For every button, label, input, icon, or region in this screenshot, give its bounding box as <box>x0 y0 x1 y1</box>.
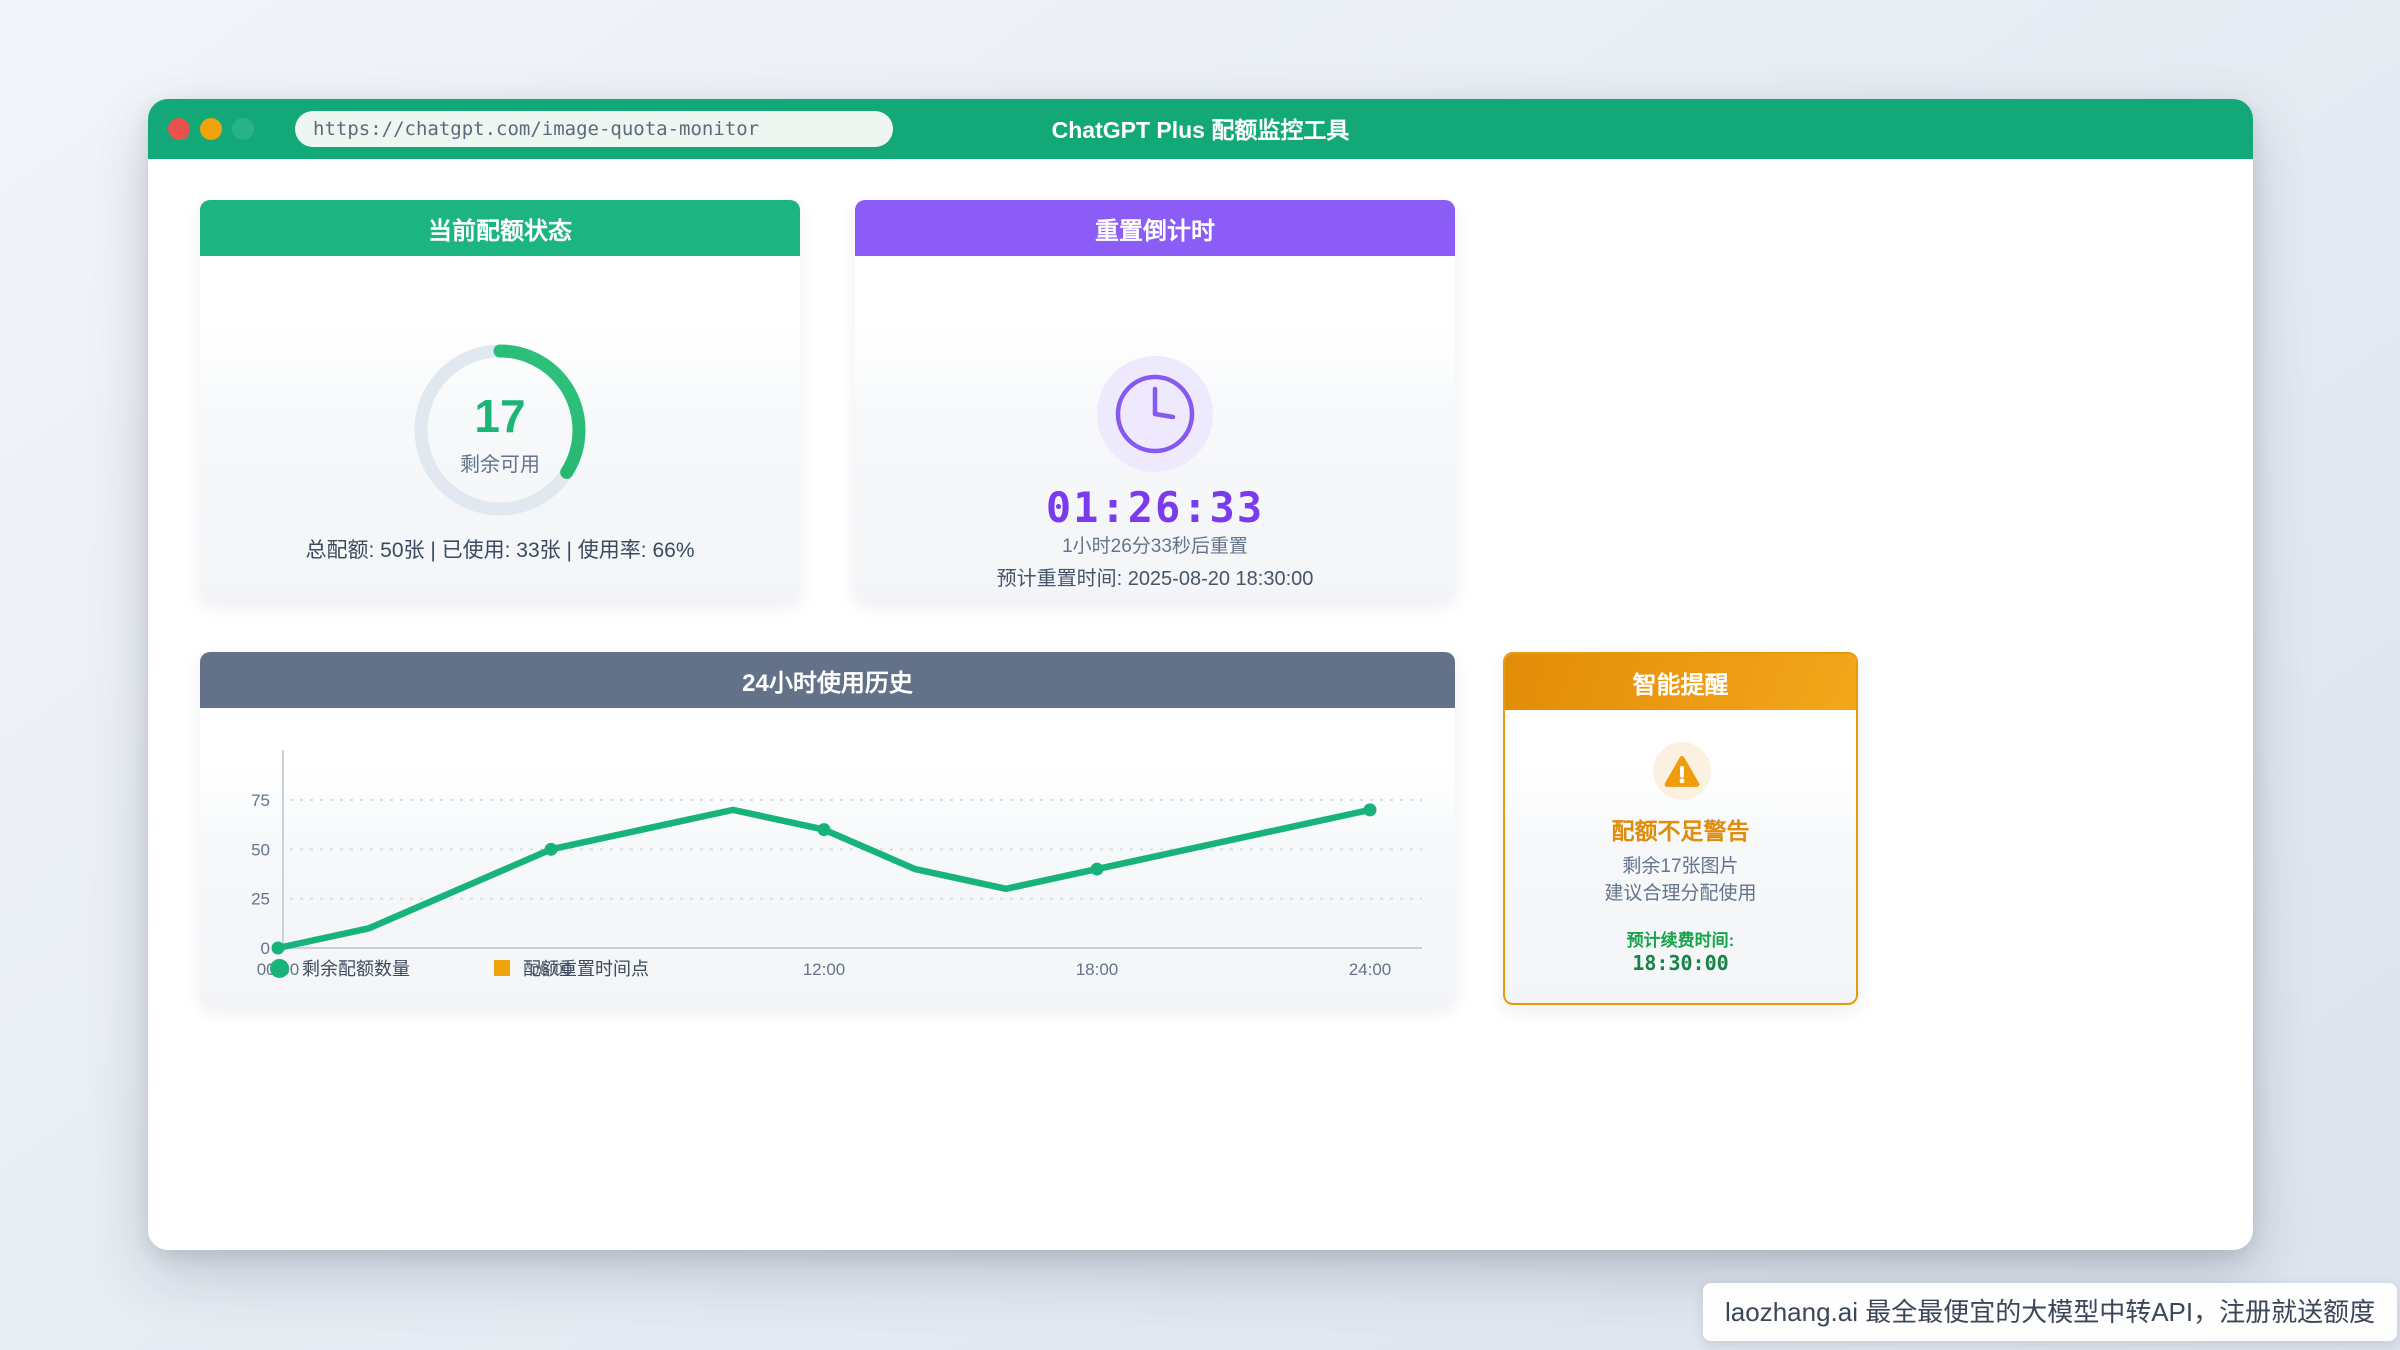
legend-item-remaining: 剩余配额数量 <box>270 955 410 981</box>
quota-stats-line: 总配额: 50张 | 已使用: 33张 | 使用率: 66% <box>305 539 695 562</box>
countdown-subtitle: 1小时26分33秒后重置 <box>1062 536 1248 557</box>
quota-ring-arc <box>414 344 586 516</box>
svg-text:25: 25 <box>251 890 270 909</box>
browser-window: https://chatgpt.com/image-quota-monitor … <box>148 99 2253 1250</box>
svg-text:50: 50 <box>251 840 270 859</box>
remaining-label: 剩余可用 <box>460 454 540 476</box>
reset-time-line: 预计重置时间: 2025-08-20 18:30:00 <box>996 568 1314 590</box>
smart-alert-card: 智能提醒 配额不足警告 剩余17张图片 建议合理分配使用 预计续费时间: 18:… <box>1503 652 1858 1005</box>
chart-legend: 剩余配额数量 配额重置时间点 <box>270 955 649 981</box>
svg-text:24:00: 24:00 <box>1349 960 1392 979</box>
warning-title: 配额不足警告 <box>1611 818 1750 844</box>
countdown-card-title: 重置倒计时 <box>855 200 1455 256</box>
window-title: ChatGPT Plus 配额监控工具 <box>1051 117 1350 143</box>
quota-ring <box>414 344 586 516</box>
usage-history-card: 24小时使用历史 025507500:0006:0012:0018:0024:0… <box>200 652 1455 1005</box>
watermark-badge: laozhang.ai 最全最便宜的大模型中转API，注册就送额度 <box>1703 1283 2398 1341</box>
maximize-window-icon[interactable] <box>232 118 254 140</box>
legend-reset-label: 配额重置时间点 <box>523 959 649 979</box>
address-bar[interactable]: https://chatgpt.com/image-quota-monitor <box>295 111 893 147</box>
renewal-time-value: 18:30:00 <box>1632 951 1729 975</box>
countdown-timer: 01:26:33 <box>1045 483 1265 532</box>
warning-message: 剩余17张图片 建议合理分配使用 <box>1505 853 1856 907</box>
warning-message-line2: 建议合理分配使用 <box>1604 883 1757 904</box>
remaining-count: 17 <box>474 390 526 442</box>
svg-text:18:00: 18:00 <box>1076 960 1119 979</box>
svg-text:75: 75 <box>251 791 270 810</box>
svg-text:0: 0 <box>261 939 270 958</box>
quota-ring-center: 17 剩余可用 <box>200 392 800 477</box>
renewal-time-label: 预计续费时间: <box>1626 931 1735 950</box>
minimize-window-icon[interactable] <box>200 118 222 140</box>
close-window-icon[interactable] <box>168 118 190 140</box>
reset-countdown-card: 重置倒计时 01:26:33 1小时26分33秒后重置 预计重置时间: 2025… <box>855 200 1455 600</box>
legend-remaining-label: 剩余配额数量 <box>302 959 410 979</box>
quota-status-card: 当前配额状态 17 剩余可用 总配额: 50张 | 已使用: 33张 | 使用率… <box>200 200 800 600</box>
warning-icon <box>1653 742 1711 800</box>
browser-title-bar: https://chatgpt.com/image-quota-monitor … <box>148 99 2253 159</box>
legend-remaining-dot-icon <box>270 958 289 978</box>
svg-text:12:00: 12:00 <box>803 960 846 979</box>
alert-card-title: 智能提醒 <box>1505 654 1856 710</box>
svg-text:06:00: 06:00 <box>530 960 573 979</box>
clock-icon <box>1097 356 1213 472</box>
legend-reset-square-icon <box>494 960 510 976</box>
quota-card-title: 当前配额状态 <box>200 200 800 256</box>
history-card-title: 24小时使用历史 <box>200 652 1455 708</box>
warning-message-line1: 剩余17张图片 <box>1622 856 1739 877</box>
legend-item-reset: 配额重置时间点 <box>494 955 649 981</box>
